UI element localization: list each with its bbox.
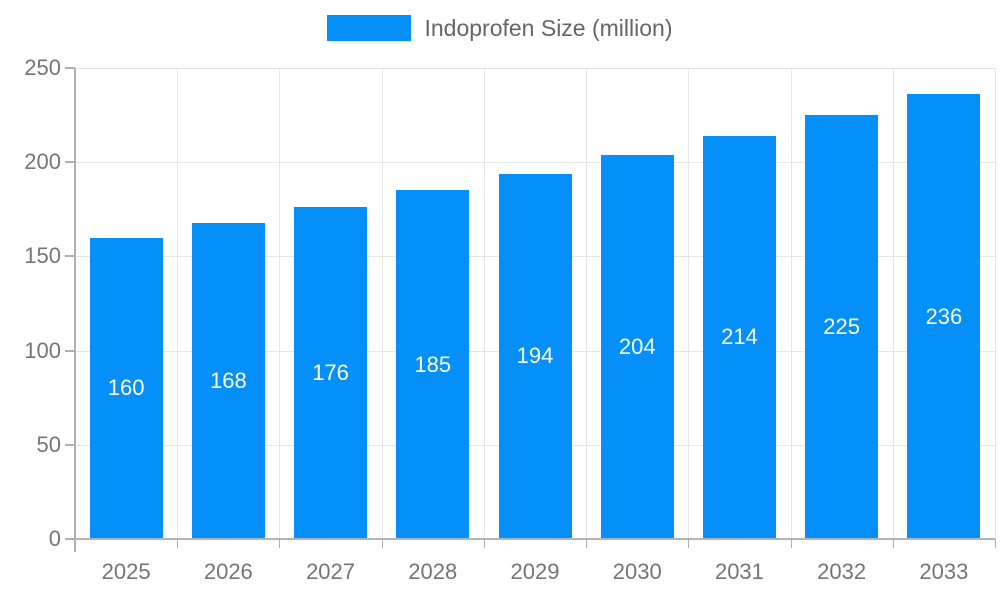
x-tick bbox=[483, 539, 485, 548]
legend-item[interactable]: Indoprofen Size (million) bbox=[327, 15, 673, 41]
y-tick-label: 250 bbox=[24, 55, 61, 80]
y-tick-label: 0 bbox=[48, 526, 61, 551]
v-gridline bbox=[381, 68, 383, 539]
legend-swatch-icon bbox=[327, 15, 412, 41]
bar[interactable]: 194 bbox=[498, 173, 572, 539]
v-gridline bbox=[892, 68, 894, 539]
x-tick bbox=[586, 539, 588, 548]
x-tick-label: 2033 bbox=[919, 559, 969, 584]
x-tick bbox=[177, 539, 179, 548]
bar-value-label: 214 bbox=[721, 324, 758, 350]
x-tick-label: 2029 bbox=[510, 559, 560, 584]
bar-value-label: 204 bbox=[618, 333, 656, 359]
v-gridline bbox=[279, 68, 281, 539]
legend: Indoprofen Size (million) bbox=[0, 15, 1000, 41]
bar-value-label: 225 bbox=[823, 314, 861, 340]
bar-value-label: 194 bbox=[516, 343, 554, 369]
x-tick-label: 2025 bbox=[101, 559, 151, 584]
x-tick bbox=[688, 539, 690, 548]
bar[interactable]: 214 bbox=[702, 135, 776, 539]
x-tick bbox=[279, 539, 281, 548]
x-tick bbox=[892, 539, 894, 548]
h-gridline bbox=[75, 162, 995, 164]
v-gridline bbox=[483, 68, 485, 539]
bar-value-label: 160 bbox=[107, 375, 145, 401]
bar[interactable]: 168 bbox=[191, 222, 265, 539]
x-tick bbox=[995, 539, 996, 548]
y-tick bbox=[65, 161, 75, 164]
bar[interactable]: 176 bbox=[294, 207, 368, 539]
x-tick-label: 2027 bbox=[306, 559, 356, 584]
x-tick-label: 2031 bbox=[714, 559, 764, 584]
v-gridline bbox=[995, 68, 996, 539]
bar-value-label: 176 bbox=[312, 360, 349, 386]
x-tick bbox=[790, 539, 792, 548]
bar[interactable]: 160 bbox=[89, 237, 163, 539]
y-tick bbox=[65, 538, 75, 540]
bar-value-label: 236 bbox=[925, 303, 963, 329]
h-gridline bbox=[75, 68, 995, 69]
legend-label: Indoprofen Size (million) bbox=[424, 15, 673, 41]
x-tick-label: 2032 bbox=[817, 559, 867, 584]
bar-value-label: 168 bbox=[209, 367, 247, 393]
bar[interactable]: 236 bbox=[907, 94, 981, 539]
x-tick-label: 2030 bbox=[612, 559, 662, 584]
plot-area: 0 50 100 150 200 250 160 2025 168 2026 176 2027 185 2… bbox=[24, 55, 996, 584]
x-tick bbox=[381, 539, 383, 548]
bar[interactable]: 204 bbox=[600, 154, 674, 539]
bar[interactable]: 225 bbox=[805, 115, 879, 539]
y-tick-label: 150 bbox=[24, 243, 61, 269]
v-gridline bbox=[688, 68, 690, 539]
y-tick-label: 200 bbox=[24, 149, 61, 175]
v-gridline bbox=[177, 68, 179, 539]
y-tick bbox=[65, 67, 75, 69]
y-tick-label: 50 bbox=[36, 431, 61, 457]
x-tick-label: 2028 bbox=[408, 559, 458, 584]
v-gridline bbox=[586, 68, 588, 539]
y-tick-label: 100 bbox=[24, 337, 61, 363]
v-gridline bbox=[790, 68, 792, 539]
y-tick bbox=[65, 349, 75, 352]
bar-value-label: 185 bbox=[414, 351, 452, 377]
y-tick bbox=[65, 443, 75, 446]
y-tick bbox=[65, 255, 75, 258]
bar[interactable]: 185 bbox=[396, 190, 470, 539]
y-axis-line bbox=[74, 68, 76, 552]
x-axis-line bbox=[75, 538, 995, 540]
x-tick-label: 2026 bbox=[203, 559, 253, 584]
